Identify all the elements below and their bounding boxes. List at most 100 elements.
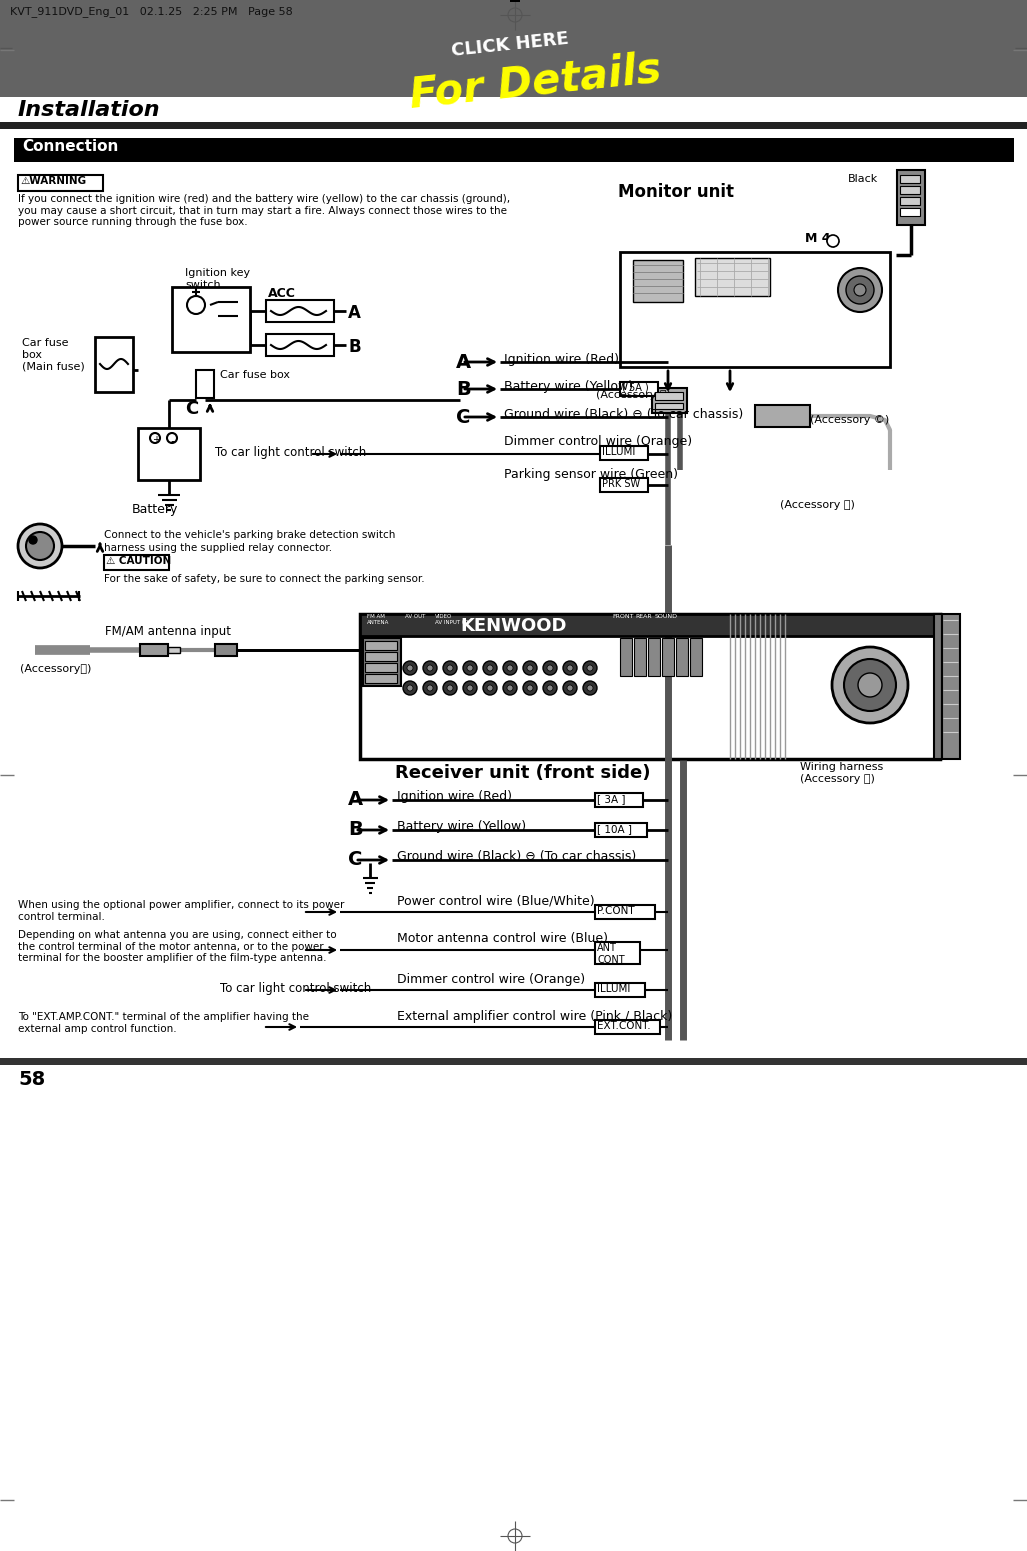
Text: REAR: REAR [635,614,651,619]
Text: Wiring harness
(Accessory Ⓐ): Wiring harness (Accessory Ⓐ) [800,762,883,783]
Bar [0,123,1027,129]
Text: Car fuse box: Car fuse box [220,371,290,380]
Circle shape [503,681,517,695]
Bar [934,614,942,758]
Circle shape [29,537,37,544]
Circle shape [547,686,553,692]
Bar [900,208,920,216]
Text: SOUND: SOUND [655,614,678,619]
Text: C: C [348,850,363,869]
Bar [897,171,925,225]
Bar [172,287,250,352]
Bar [676,637,688,676]
Circle shape [467,686,473,692]
Bar [900,197,920,205]
Text: B: B [348,820,363,839]
Text: ⚠ CAUTION: ⚠ CAUTION [106,555,172,566]
Text: Battery: Battery [132,503,179,516]
Text: [ 10A ]: [ 10A ] [597,824,632,834]
Bar [266,299,334,323]
Bar [755,405,810,427]
Text: A: A [456,354,471,372]
Bar [600,478,648,492]
Circle shape [423,661,438,675]
Bar [0,1058,1027,1066]
Circle shape [563,681,577,695]
Bar [620,637,632,676]
Circle shape [507,686,514,692]
Text: When using the optional power amplifier, connect to its power
control terminal.: When using the optional power amplifier,… [18,900,344,921]
Text: A: A [348,789,364,810]
Circle shape [463,681,477,695]
Text: Black: Black [848,174,878,185]
Bar [662,637,674,676]
Text: Receiver unit (front side): Receiver unit (front side) [395,765,650,782]
Text: B: B [348,338,360,357]
Text: 58: 58 [18,1070,45,1089]
Bar [600,447,648,461]
Circle shape [407,665,413,672]
Text: FM/AM antenna input: FM/AM antenna input [105,625,231,637]
Text: For the sake of safety, be sure to connect the parking sensor.: For the sake of safety, be sure to conne… [104,574,424,585]
Text: P.CONT: P.CONT [597,906,635,917]
Bar [0,0,1027,98]
Bar [595,983,645,997]
Text: Ground wire (Black) ⊖ (To car chassis): Ground wire (Black) ⊖ (To car chassis) [397,850,637,862]
Text: If you connect the ignition wire (red) and the battery wire (yellow) to the car : If you connect the ignition wire (red) a… [18,194,510,226]
Text: B: B [456,380,470,399]
Bar [104,555,169,571]
Text: Battery wire (Yellow): Battery wire (Yellow) [504,380,633,392]
Circle shape [18,524,62,568]
Circle shape [167,433,177,444]
Text: KVT_911DVD_Eng_01   02.1.25   2:25 PM   Page 58: KVT_911DVD_Eng_01 02.1.25 2:25 PM Page 5… [10,6,293,17]
Bar [652,388,687,413]
Circle shape [463,661,477,675]
Bar [633,261,683,302]
Text: AV OUT: AV OUT [405,614,425,619]
Circle shape [844,659,896,710]
Text: ACC: ACC [268,287,296,299]
Text: Installation: Installation [18,99,160,119]
Bar [595,904,655,920]
Text: C: C [456,408,470,427]
Circle shape [403,661,417,675]
Bar [140,644,168,656]
Circle shape [407,686,413,692]
Circle shape [567,686,573,692]
Text: KENWOOD: KENWOOD [460,617,567,634]
Bar [360,614,940,636]
Bar [695,257,770,296]
Text: To car light control switch: To car light control switch [220,982,371,996]
Text: [ 3A ]: [ 3A ] [597,794,625,803]
Text: Power control wire (Blue/White): Power control wire (Blue/White) [397,895,595,907]
Circle shape [846,276,874,304]
Circle shape [427,665,433,672]
Text: CLICK HERE: CLICK HERE [451,29,570,60]
Circle shape [443,681,457,695]
Bar [595,941,640,965]
Circle shape [503,661,517,675]
Text: To "EXT.AMP.CONT." terminal of the amplifier having the
external amp control fun: To "EXT.AMP.CONT." terminal of the ampli… [18,1011,309,1033]
Circle shape [567,665,573,672]
Bar [690,637,702,676]
Bar [365,675,397,682]
Circle shape [527,686,533,692]
Text: ( 5A ): ( 5A ) [622,383,649,392]
Circle shape [447,686,453,692]
Text: Depending on what antenna you are using, connect either to
the control terminal : Depending on what antenna you are using,… [18,931,337,963]
Bar [266,333,334,357]
Text: FM AM
ANTENA: FM AM ANTENA [367,614,389,625]
Circle shape [507,665,514,672]
Bar [14,138,1014,161]
Text: ANT
CONT: ANT CONT [597,943,624,965]
Text: (Accessory Ⓑ): (Accessory Ⓑ) [596,389,671,400]
Circle shape [26,532,54,560]
Text: +: + [152,434,160,445]
Circle shape [467,665,473,672]
Bar [900,175,920,183]
Circle shape [150,433,160,444]
Circle shape [858,673,882,696]
Text: Battery wire (Yellow): Battery wire (Yellow) [397,820,526,833]
Bar [648,637,660,676]
Bar [168,647,180,653]
